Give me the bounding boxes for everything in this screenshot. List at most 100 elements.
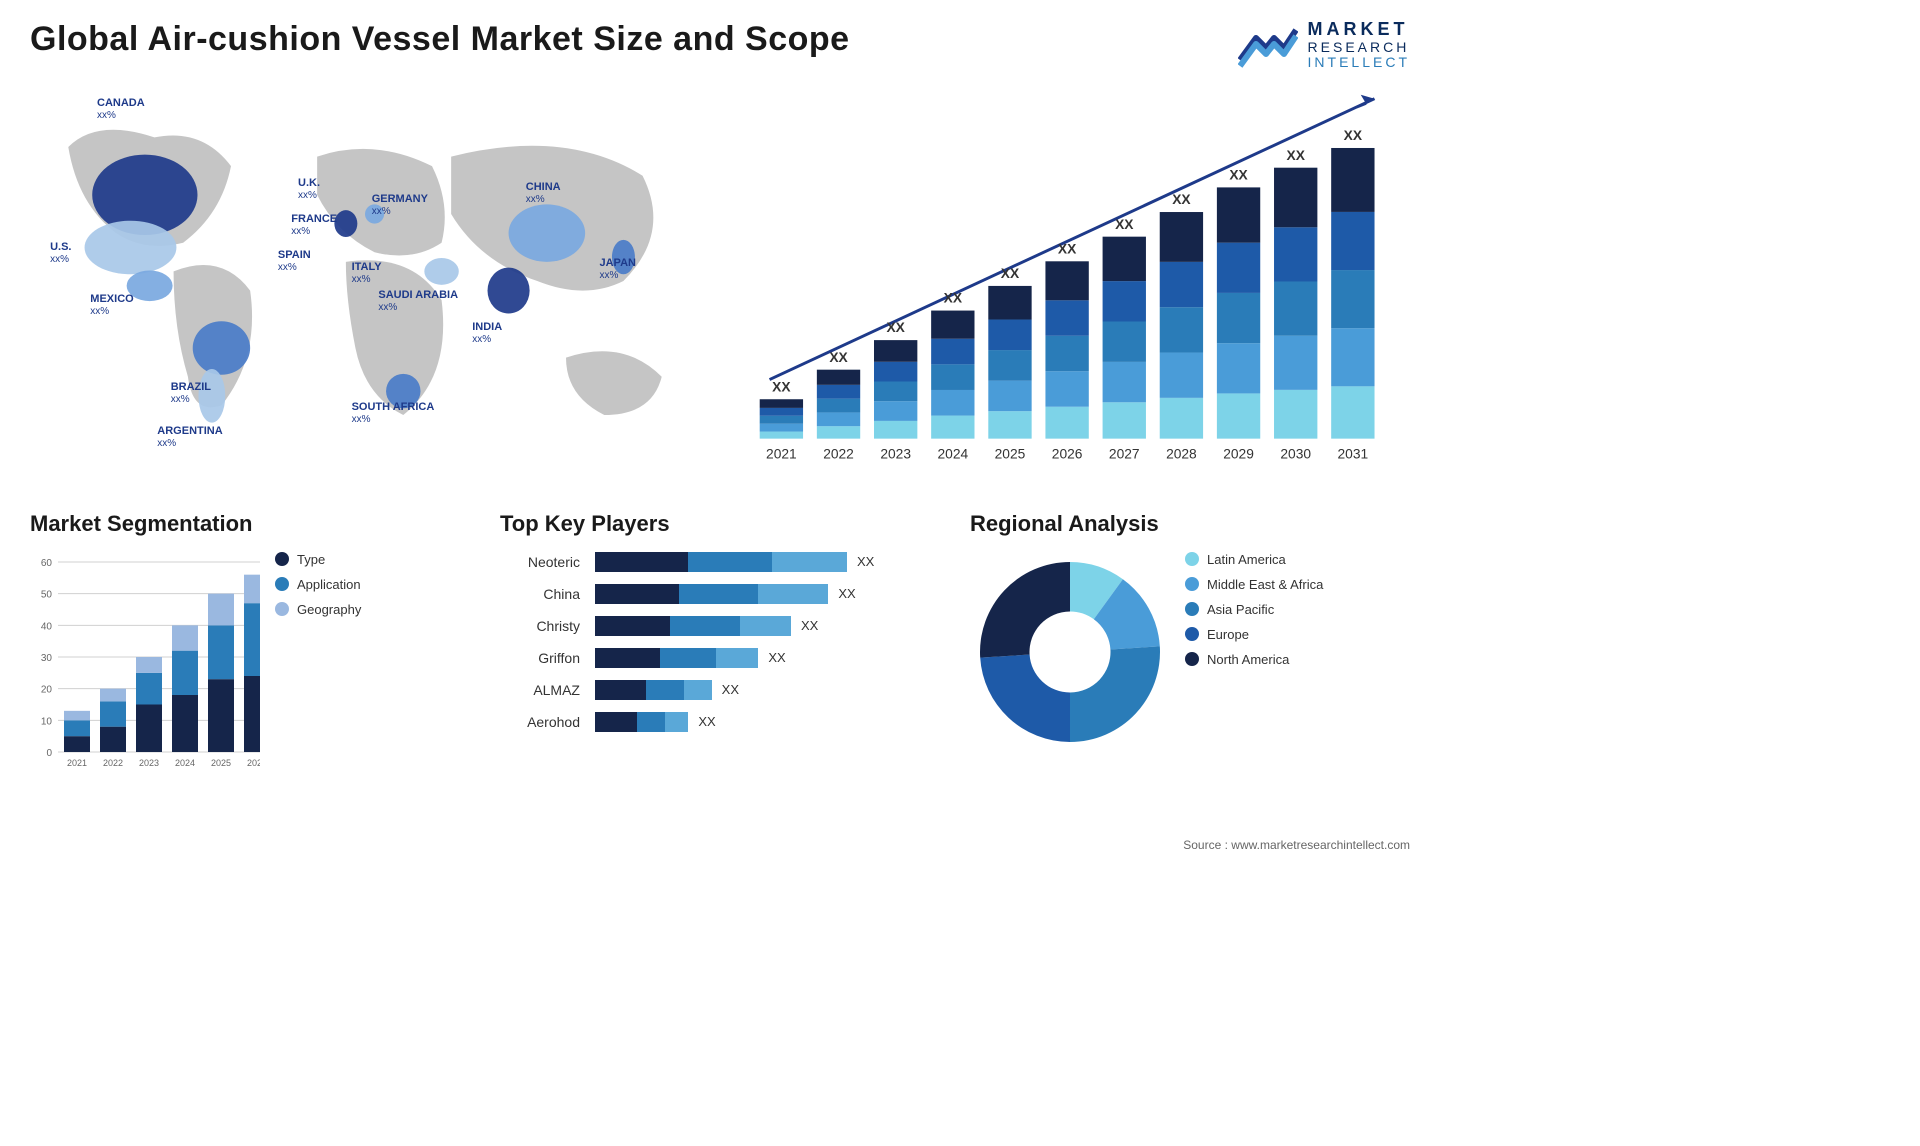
svg-text:60: 60	[41, 558, 53, 569]
player-label: China	[500, 586, 580, 606]
svg-text:2023: 2023	[139, 758, 159, 768]
player-label: Christy	[500, 618, 580, 638]
svg-text:2030: 2030	[1280, 446, 1311, 461]
player-bar-row: XX	[595, 648, 940, 668]
player-value: XX	[857, 554, 874, 569]
player-value: XX	[768, 650, 785, 665]
map-label-france: FRANCExx%	[291, 213, 337, 238]
player-value: XX	[838, 586, 855, 601]
svg-text:2023: 2023	[880, 446, 911, 461]
player-label: ALMAZ	[500, 682, 580, 702]
svg-text:2025: 2025	[211, 758, 231, 768]
svg-text:XX: XX	[944, 290, 963, 305]
logo-line3: INTELLECT	[1308, 55, 1410, 70]
svg-text:10: 10	[41, 716, 53, 727]
map-label-south-africa: SOUTH AFRICAxx%	[352, 401, 435, 426]
svg-text:XX: XX	[1229, 167, 1248, 182]
svg-text:2028: 2028	[1166, 446, 1197, 461]
svg-text:2022: 2022	[823, 446, 854, 461]
svg-text:2021: 2021	[67, 758, 87, 768]
player-bar-row: XX	[595, 712, 940, 732]
players-bars: XX XX XX XX XX XX	[595, 552, 940, 732]
logo-line1: MARKET	[1308, 20, 1410, 40]
svg-text:2026: 2026	[1052, 446, 1083, 461]
svg-text:XX: XX	[1115, 216, 1134, 231]
logo-line2: RESEARCH	[1308, 40, 1410, 55]
legend-item: Latin America	[1185, 552, 1323, 567]
map-label-germany: GERMANYxx%	[372, 193, 428, 218]
legend-item: Type	[275, 552, 361, 567]
legend-item: Application	[275, 577, 361, 592]
svg-text:XX: XX	[829, 349, 848, 364]
map-label-brazil: BRAZILxx%	[171, 381, 211, 406]
svg-text:40: 40	[41, 621, 53, 632]
map-label-saudi-arabia: SAUDI ARABIAxx%	[378, 289, 458, 314]
svg-text:XX: XX	[1001, 266, 1020, 281]
legend-item: North America	[1185, 652, 1323, 667]
world-map-panel: CANADAxx% U.S.xx% MEXICOxx% BRAZILxx% ARGENT…	[30, 81, 700, 481]
svg-text:2024: 2024	[175, 758, 195, 768]
segmentation-section: Market Segmentation 0 10 20 30 40 50 60 2021 202…	[30, 511, 470, 772]
player-value: XX	[722, 682, 739, 697]
svg-text:XX: XX	[886, 320, 905, 335]
player-value: XX	[698, 714, 715, 729]
player-label: Aerohod	[500, 714, 580, 734]
header: Global Air-cushion Vessel Market Size an…	[30, 20, 1410, 71]
svg-text:XX: XX	[1172, 192, 1191, 207]
svg-text:2026: 2026	[247, 758, 260, 768]
map-label-spain: SPAINxx%	[278, 249, 311, 274]
bottom-row: Market Segmentation 0 10 20 30 40 50 60 2021 202…	[30, 511, 1410, 772]
svg-text:50: 50	[41, 589, 53, 600]
regional-section: Regional Analysis Latin America Middle Ea…	[970, 511, 1410, 772]
top-row: CANADAxx% U.S.xx% MEXICOxx% BRAZILxx% ARGENT…	[30, 81, 1410, 481]
regional-legend: Latin America Middle East & Africa Asia Pa…	[1185, 552, 1323, 667]
svg-text:XX: XX	[1058, 241, 1077, 256]
map-label-mexico: MEXICOxx%	[90, 293, 133, 318]
svg-text:2022: 2022	[103, 758, 123, 768]
svg-text:0: 0	[46, 748, 52, 759]
players-title: Top Key Players	[500, 511, 940, 537]
player-value: XX	[801, 618, 818, 633]
map-label-italy: ITALYxx%	[352, 261, 382, 286]
map-label-argentina: ARGENTINAxx%	[157, 425, 222, 450]
map-label-u-s-: U.S.xx%	[50, 241, 71, 266]
regional-title: Regional Analysis	[970, 511, 1410, 537]
svg-text:20: 20	[41, 684, 53, 695]
legend-item: Europe	[1185, 627, 1323, 642]
svg-text:XX: XX	[772, 379, 791, 394]
legend-item: Middle East & Africa	[1185, 577, 1323, 592]
player-bar-row: XX	[595, 584, 940, 604]
map-label-canada: CANADAxx%	[97, 97, 145, 122]
svg-text:2024: 2024	[937, 446, 968, 461]
svg-text:XX: XX	[1344, 128, 1363, 143]
svg-text:2021: 2021	[766, 446, 797, 461]
page-title: Global Air-cushion Vessel Market Size an…	[30, 20, 850, 59]
players-section: Top Key Players Neoteric China Christy Grif…	[500, 511, 940, 772]
map-label-u-k-: U.K.xx%	[298, 177, 320, 202]
player-label: Griffon	[500, 650, 580, 670]
logo-icon	[1238, 20, 1298, 70]
map-label-india: INDIAxx%	[472, 321, 502, 346]
player-label: Neoteric	[500, 554, 580, 574]
segmentation-legend: Type Application Geography	[275, 552, 361, 617]
svg-text:2031: 2031	[1338, 446, 1369, 461]
player-bar-row: XX	[595, 680, 940, 700]
segmentation-title: Market Segmentation	[30, 511, 470, 537]
player-bar-row: XX	[595, 616, 940, 636]
svg-text:2029: 2029	[1223, 446, 1254, 461]
legend-item: Geography	[275, 602, 361, 617]
donut-chart	[970, 552, 1170, 752]
legend-item: Asia Pacific	[1185, 602, 1323, 617]
svg-text:2027: 2027	[1109, 446, 1140, 461]
map-label-japan: JAPANxx%	[600, 257, 636, 282]
svg-text:XX: XX	[1287, 147, 1306, 162]
svg-text:2025: 2025	[995, 446, 1026, 461]
map-label-china: CHINAxx%	[526, 181, 561, 206]
main-bar-chart: XX 2021 XX 2022 XX 2023 XX 2024 XX 2025 XX 2026 XX 20…	[740, 81, 1410, 481]
logo: MARKET RESEARCH INTELLECT	[1238, 20, 1410, 71]
segmentation-chart: 0 10 20 30 40 50 60 2021 2022 2023 2024 2025 2026	[30, 552, 260, 772]
player-bar-row: XX	[595, 552, 940, 572]
svg-text:30: 30	[41, 653, 53, 664]
source-text: Source : www.marketresearchintellect.com	[1183, 838, 1410, 852]
players-labels: Neoteric China Christy Griffon ALMAZ Aerohod	[500, 552, 580, 734]
